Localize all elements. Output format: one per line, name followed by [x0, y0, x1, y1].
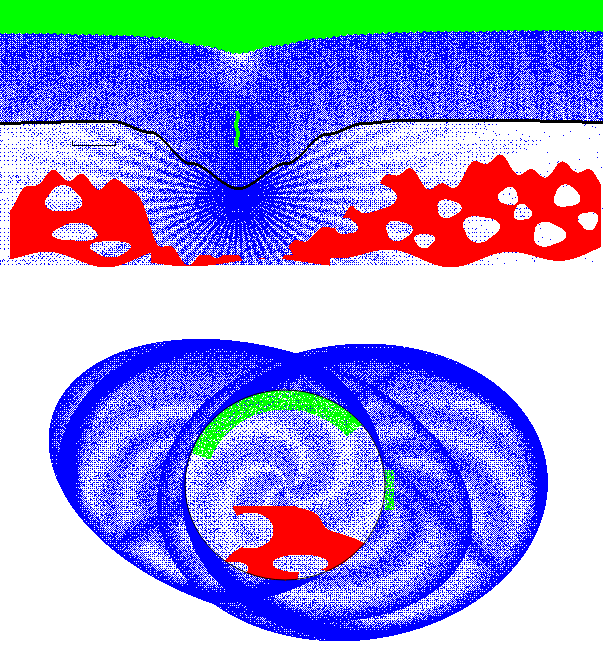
figure-root [0, 0, 603, 645]
field-visualization-canvas [0, 0, 603, 645]
